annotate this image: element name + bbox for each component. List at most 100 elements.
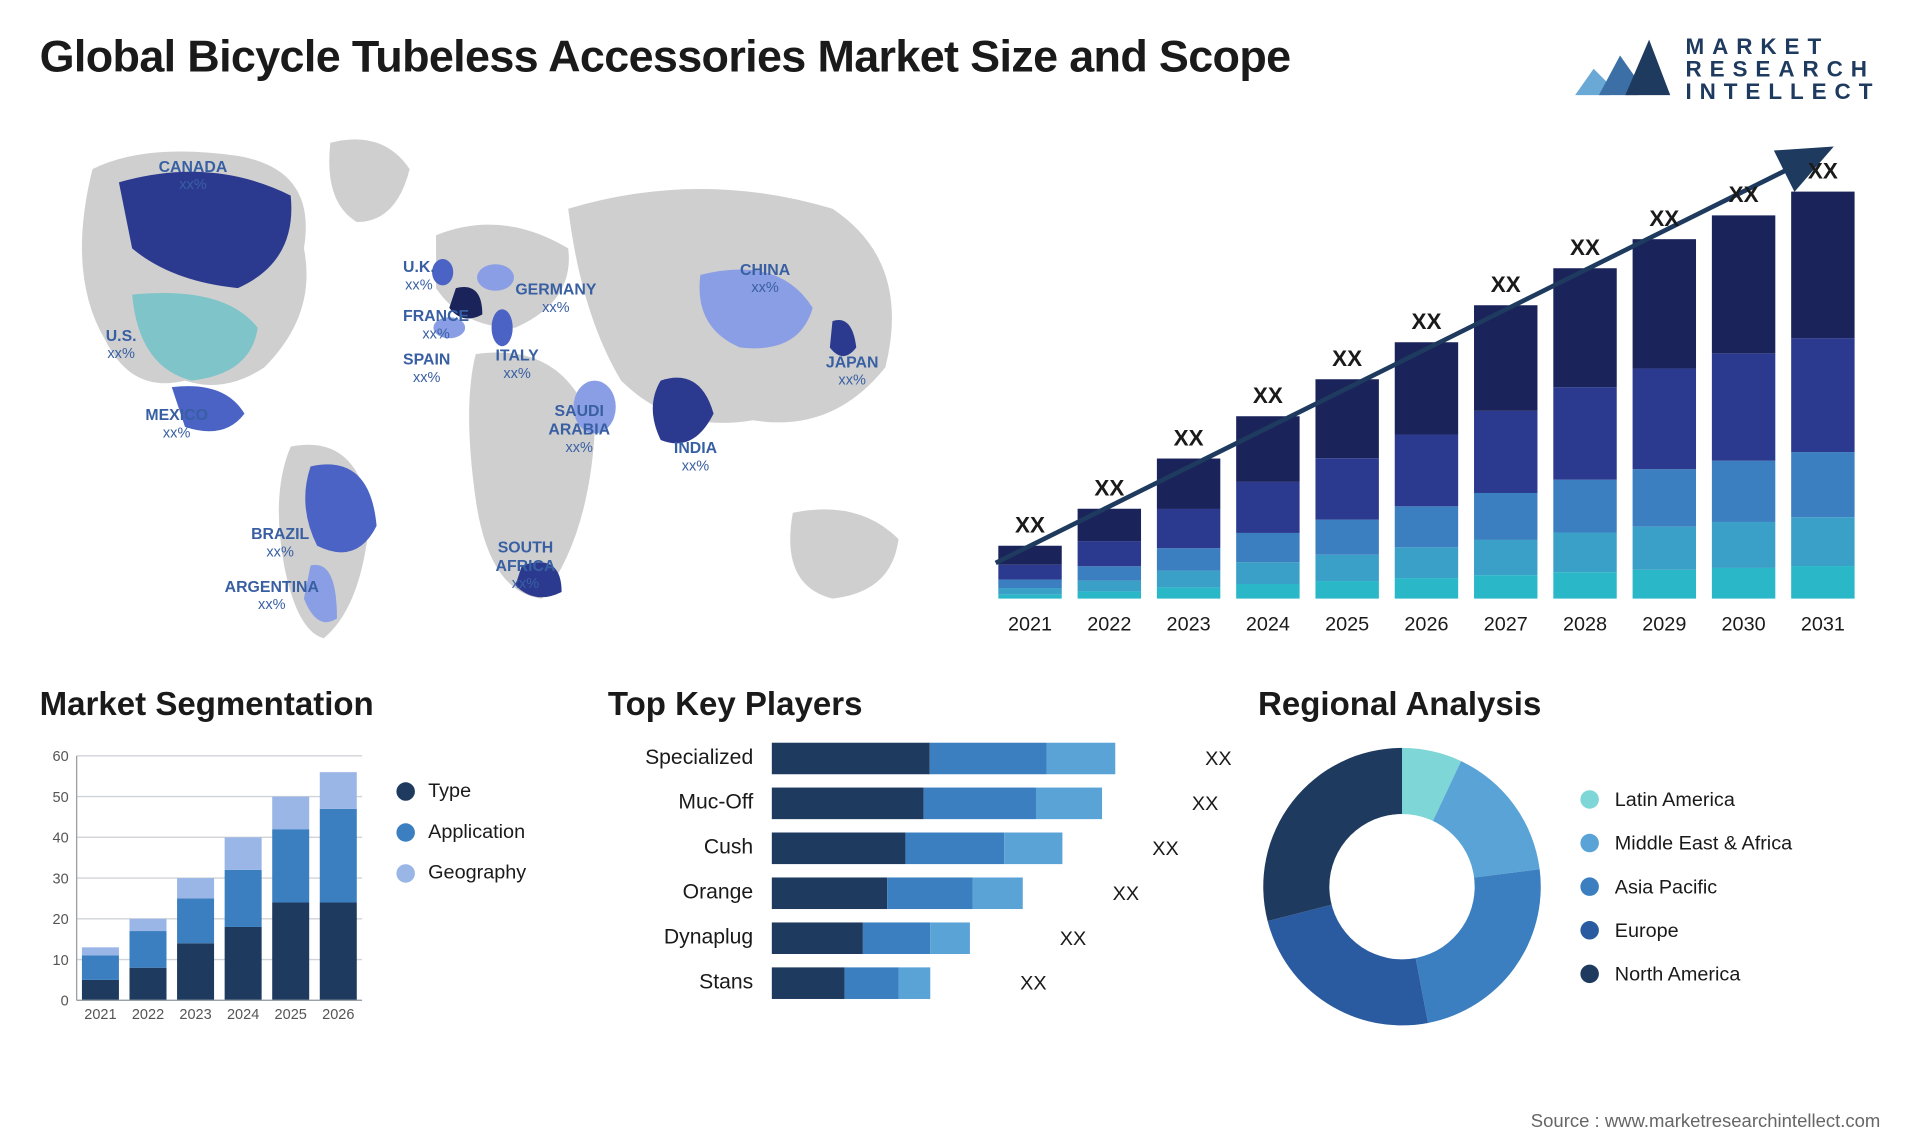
growth-bar-segment bbox=[1553, 572, 1616, 598]
player-value: XX bbox=[1060, 927, 1086, 949]
growth-bar-segment bbox=[1633, 239, 1696, 368]
map-label: GERMANYxx% bbox=[515, 281, 596, 316]
regional-legend-item: Middle East & Africa bbox=[1580, 832, 1792, 854]
player-bar: XX bbox=[772, 743, 1232, 775]
map-label: FRANCExx% bbox=[403, 308, 469, 343]
segmentation-bar-segment bbox=[272, 829, 309, 902]
player-value: XX bbox=[1192, 792, 1218, 814]
growth-bar-value: XX bbox=[1570, 235, 1600, 260]
segmentation-bar-segment bbox=[320, 809, 357, 903]
growth-bar-segment bbox=[1553, 268, 1616, 387]
growth-bar-segment bbox=[1395, 342, 1458, 434]
player-row: StansXX bbox=[608, 967, 1232, 999]
growth-bar-segment bbox=[1078, 541, 1141, 566]
growth-bar-segment bbox=[1633, 570, 1696, 599]
svg-text:2021: 2021 bbox=[84, 1007, 116, 1023]
infographic-page: Global Bicycle Tubeless Accessories Mark… bbox=[0, 0, 1920, 1147]
growth-bar-segment bbox=[1157, 548, 1220, 570]
player-value: XX bbox=[1152, 837, 1178, 859]
growth-bar-segment bbox=[1553, 533, 1616, 573]
svg-text:2023: 2023 bbox=[179, 1007, 211, 1023]
growth-bar-segment bbox=[1078, 591, 1141, 598]
players-heading: Top Key Players bbox=[608, 686, 1232, 724]
growth-bar-segment bbox=[1474, 493, 1537, 540]
logo-line-2: RESEARCH bbox=[1685, 57, 1880, 79]
legend-label: Type bbox=[428, 780, 471, 802]
segmentation-bar-segment bbox=[272, 797, 309, 830]
player-value: XX bbox=[1113, 882, 1139, 904]
growth-bar-segment bbox=[1791, 517, 1854, 566]
header: Global Bicycle Tubeless Accessories Mark… bbox=[40, 32, 1881, 106]
growth-bar-segment bbox=[1474, 575, 1537, 598]
growth-year-label: 2026 bbox=[1404, 613, 1448, 635]
map-label: SAUDIARABIAxx% bbox=[548, 403, 610, 456]
brand-logo: MARKET RESEARCH INTELLECT bbox=[1569, 32, 1880, 106]
growth-year-label: 2028 bbox=[1563, 613, 1607, 635]
map-label: MEXICOxx% bbox=[145, 407, 208, 442]
segmentation-bar-segment bbox=[82, 980, 119, 1000]
growth-bar-segment bbox=[1712, 568, 1775, 599]
map-label: U.K.xx% bbox=[403, 259, 435, 294]
growth-bar-segment bbox=[1791, 566, 1854, 599]
segmentation-bar-segment bbox=[225, 837, 262, 870]
segmentation-legend: TypeApplicationGeography bbox=[396, 743, 526, 1031]
regional-legend-item: Europe bbox=[1580, 919, 1792, 941]
top-row: CANADAxx%U.S.xx%MEXICOxx%BRAZILxx%ARGENT… bbox=[40, 129, 1881, 651]
svg-text:60: 60 bbox=[53, 749, 69, 765]
legend-label: Geography bbox=[428, 862, 526, 884]
players-chart: SpecializedXXMuc-OffXXCushXXOrangeXXDyna… bbox=[608, 743, 1232, 999]
growth-bar-segment bbox=[1236, 533, 1299, 562]
segmentation-bar-chart: 0102030405060 202120222023202420252026 bbox=[40, 743, 368, 1031]
growth-year-label: 2031 bbox=[1801, 613, 1845, 635]
growth-bar-segment bbox=[1633, 369, 1696, 470]
segmentation-bar-segment bbox=[177, 943, 214, 1000]
growth-bar-value: XX bbox=[1174, 425, 1204, 450]
player-name: Specialized bbox=[608, 747, 753, 771]
regional-panel: Regional Analysis Latin America Middle Ea… bbox=[1258, 686, 1880, 1031]
map-label: SPAINxx% bbox=[403, 351, 450, 386]
growth-bar-value: XX bbox=[1411, 309, 1441, 334]
legend-label: Latin America bbox=[1615, 788, 1735, 810]
legend-swatch-icon bbox=[1580, 790, 1598, 808]
legend-swatch-icon bbox=[396, 782, 414, 800]
svg-text:40: 40 bbox=[53, 831, 69, 847]
growth-bar-segment bbox=[998, 565, 1061, 580]
svg-text:2022: 2022 bbox=[132, 1007, 164, 1023]
segmentation-legend-item: Geography bbox=[396, 862, 526, 884]
svg-text:20: 20 bbox=[53, 912, 69, 928]
legend-swatch-icon bbox=[1580, 921, 1598, 939]
source-attribution: Source : www.marketresearchintellect.com bbox=[1531, 1110, 1881, 1131]
segmentation-bar-segment bbox=[129, 968, 166, 1001]
legend-swatch-icon bbox=[1580, 965, 1598, 983]
map-label: INDIAxx% bbox=[674, 440, 717, 475]
growth-bar-segment bbox=[1078, 509, 1141, 541]
legend-swatch-icon bbox=[396, 823, 414, 841]
segmentation-bar-segment bbox=[225, 870, 262, 927]
growth-bar-segment bbox=[1395, 435, 1458, 507]
growth-year-label: 2029 bbox=[1642, 613, 1686, 635]
legend-label: Europe bbox=[1615, 919, 1679, 941]
growth-bar-segment bbox=[1315, 581, 1378, 599]
player-bar: XX bbox=[772, 967, 1232, 999]
growth-bar-value: XX bbox=[1729, 182, 1759, 207]
growth-bar-segment bbox=[1791, 192, 1854, 339]
player-row: Muc-OffXX bbox=[608, 788, 1232, 820]
segmentation-legend-item: Type bbox=[396, 780, 526, 802]
growth-year-label: 2021 bbox=[1008, 613, 1052, 635]
growth-bar-segment bbox=[998, 580, 1061, 588]
regional-donut-chart bbox=[1258, 743, 1546, 1031]
growth-bar-value: XX bbox=[1808, 158, 1838, 183]
segmentation-bar-segment bbox=[177, 898, 214, 943]
growth-year-label: 2027 bbox=[1484, 613, 1528, 635]
growth-bar-chart: 2021202220232024202520262027202820292030… bbox=[978, 129, 1881, 651]
growth-bar-segment bbox=[1236, 584, 1299, 599]
logo-line-3: INTELLECT bbox=[1685, 80, 1880, 102]
segmentation-bar-segment bbox=[272, 903, 309, 1001]
regional-heading: Regional Analysis bbox=[1258, 686, 1880, 724]
growth-bar-segment bbox=[998, 594, 1061, 598]
legend-label: North America bbox=[1615, 963, 1741, 985]
player-name: Dynaplug bbox=[608, 926, 753, 950]
regional-legend-item: Asia Pacific bbox=[1580, 875, 1792, 897]
growth-bar-value: XX bbox=[1649, 206, 1679, 231]
player-bar: XX bbox=[772, 788, 1232, 820]
